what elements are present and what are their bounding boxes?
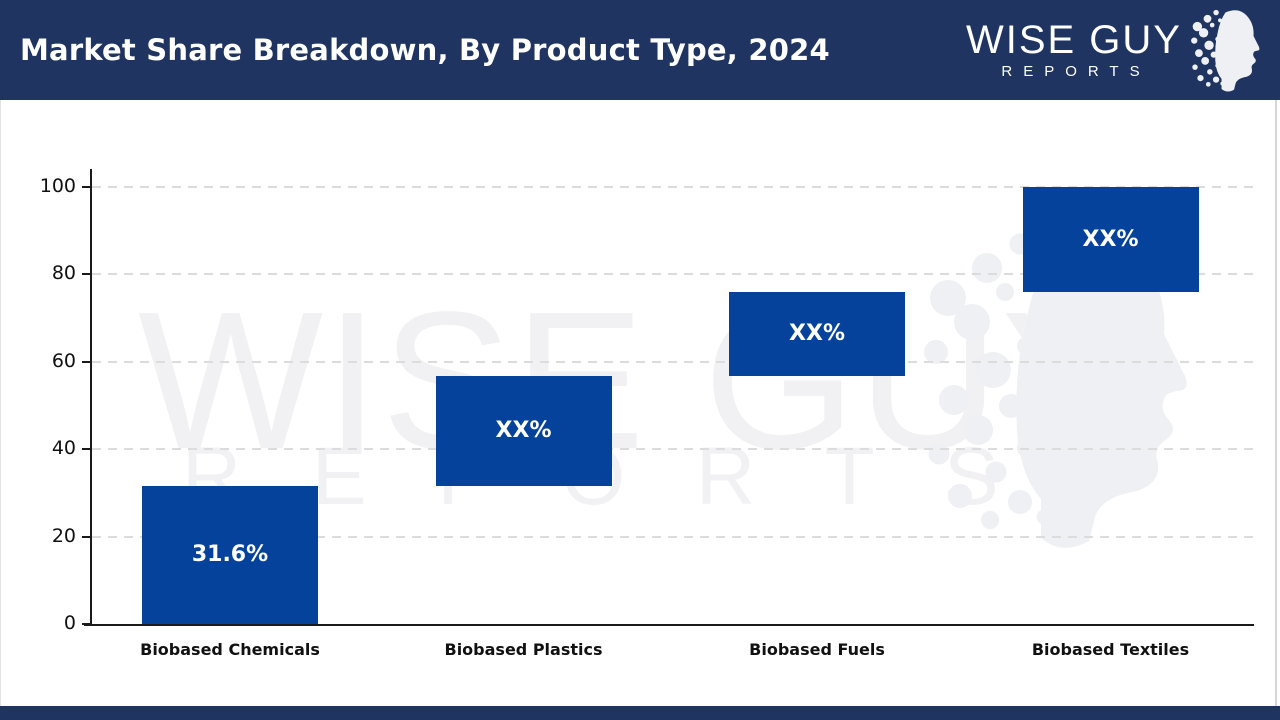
frame-border-left — [0, 100, 1, 706]
brand-head-icon — [1191, 9, 1260, 92]
y-tickmark-40 — [82, 448, 92, 450]
bar-value-label: XX% — [495, 418, 552, 444]
y-tickmark-100 — [82, 185, 92, 188]
brand-logo-text: WISE GUY REPORTS — [966, 20, 1182, 80]
gridline-40 — [92, 448, 1260, 450]
y-axis-spine — [90, 169, 92, 626]
x-axis-spine — [84, 624, 1254, 626]
bar-biobased-textiles: XX% — [1022, 186, 1199, 292]
gridline-100 — [92, 185, 1260, 188]
gridline-20 — [92, 535, 1260, 538]
bar-value-label: 31.6% — [191, 542, 269, 568]
y-tick-label-60: 60 — [51, 349, 76, 372]
bar-value-label: XX% — [789, 321, 845, 347]
y-tick-label-80: 80 — [51, 262, 76, 284]
y-tickmark-80 — [82, 273, 92, 275]
y-tick-label-40: 40 — [51, 437, 76, 459]
y-tick-label-100: 100 — [39, 174, 76, 197]
y-tick-label-20: 20 — [51, 524, 76, 547]
frame-border-right — [1275, 100, 1277, 706]
brand-logo: WISE GUY REPORTS — [966, 6, 1266, 94]
bar-biobased-plastics: XX% — [435, 375, 612, 486]
bar-value-label: XX% — [1082, 226, 1139, 252]
gridline-80 — [92, 273, 1260, 275]
header-band: Market Share Breakdown, By Product Type,… — [0, 0, 1280, 100]
y-tickmark-60 — [82, 360, 92, 363]
brand-subtitle: REPORTS — [1001, 63, 1151, 80]
bar-biobased-chemicals: 31.6% — [142, 485, 318, 624]
y-tickmark-20 — [82, 535, 92, 538]
x-category-label-4: Biobased Textiles — [1031, 640, 1190, 659]
chart-title: Market Share Breakdown, By Product Type,… — [20, 33, 830, 67]
bar-biobased-fuels: XX% — [729, 291, 905, 376]
footer-band — [0, 706, 1280, 720]
plot-area: 0 20 40 60 80 100 31.6% Biobased Chemicals XX% Bi… — [0, 100, 1280, 706]
x-category-label-2: Biobased Plastics — [444, 640, 603, 659]
x-category-label-1: Biobased Chemicals — [140, 640, 320, 659]
gridline-60 — [92, 360, 1260, 363]
brand-wordmark: WISE GUY — [965, 18, 1182, 62]
y-tick-label-0: 0 — [63, 612, 76, 634]
x-category-label-3: Biobased Fuels — [749, 640, 885, 659]
